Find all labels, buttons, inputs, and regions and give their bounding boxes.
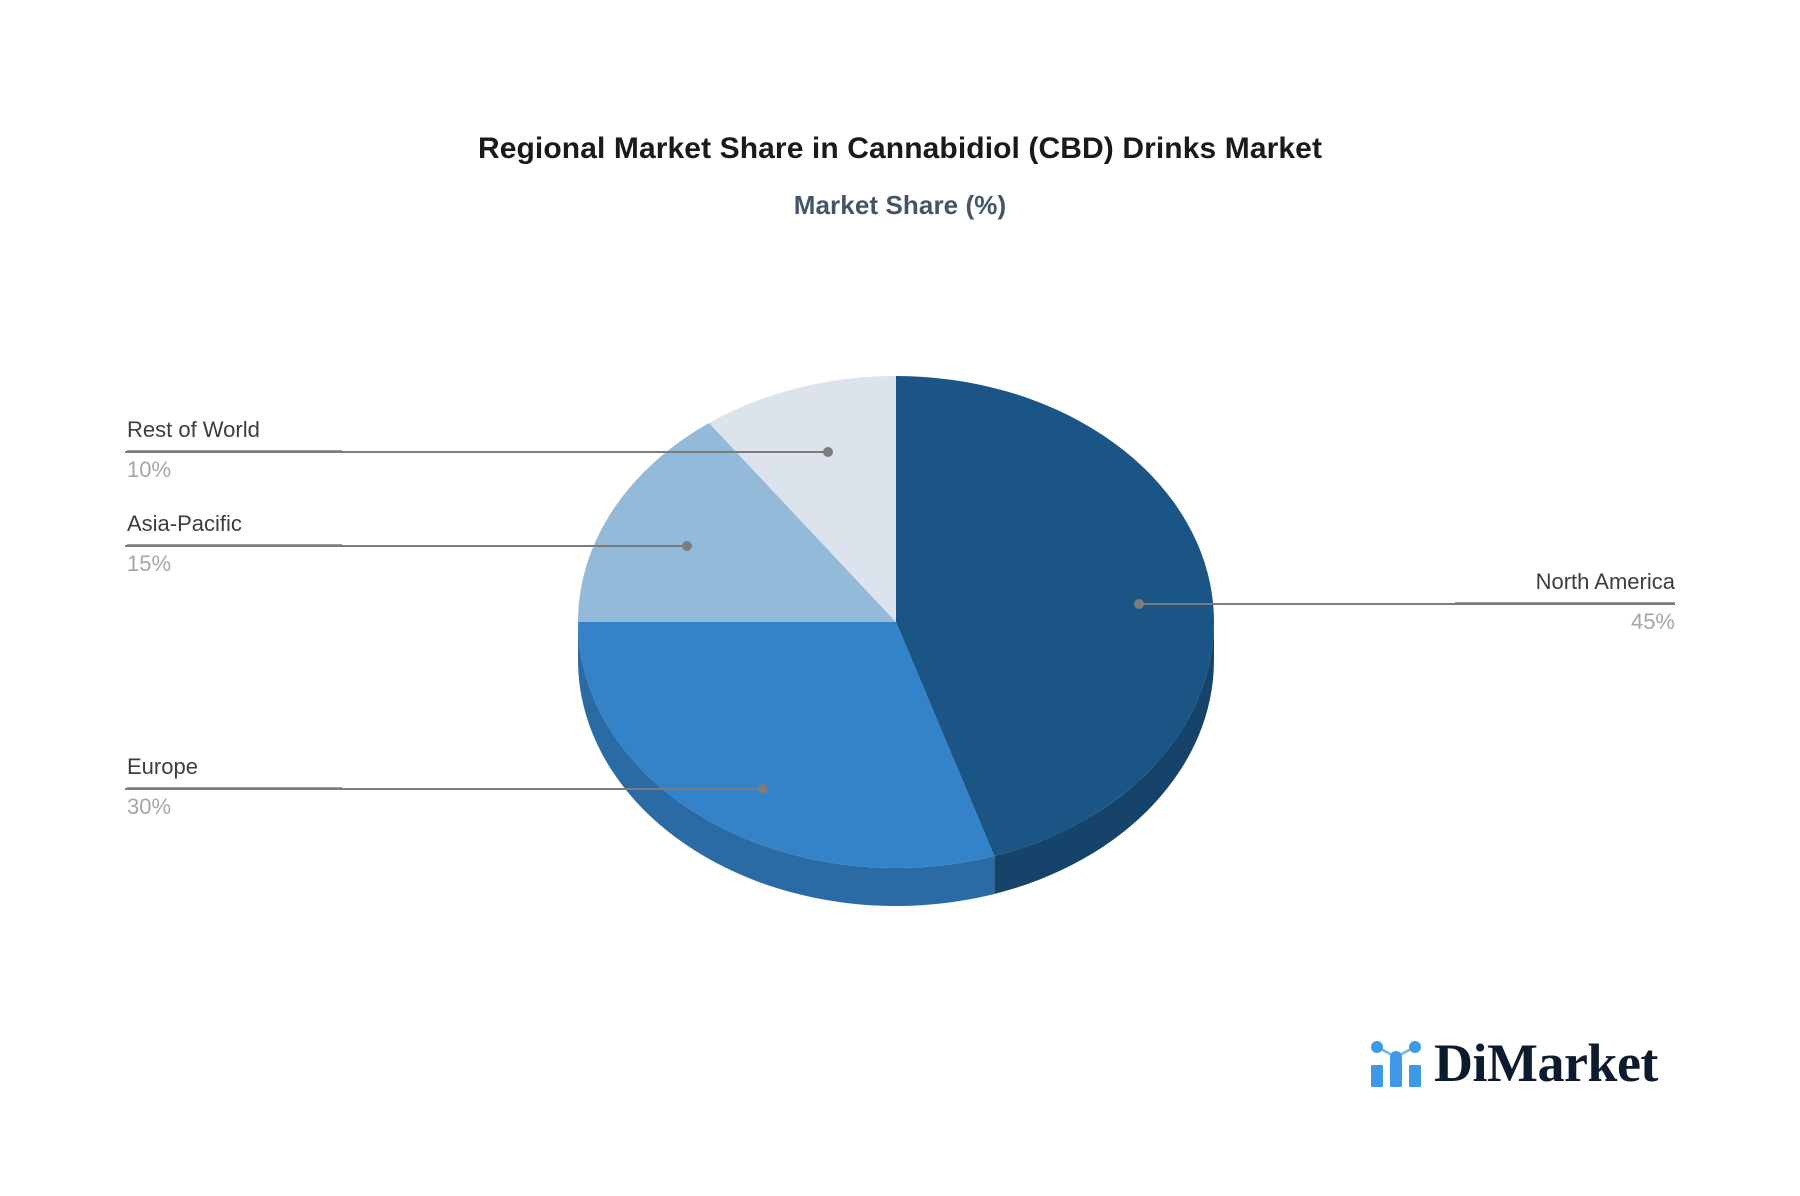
callout-label-rest-of-world: Rest of World [127,417,260,442]
bar-chart-icon [1371,1041,1421,1087]
pie-leader-lines [125,451,1675,790]
callout-europe: Europe 30% [127,752,342,822]
pie-side-north-america [994,622,1214,894]
brand-name: DiMarket [1434,1033,1658,1093]
callout-value-europe: 30% [127,794,172,819]
chart-subtitle: Market Share (%) [793,190,1007,220]
pie-slice-europe [578,622,995,868]
callout-label-europe: Europe [127,754,198,779]
pie-slice-asia-pacific [578,422,896,622]
callout-rule [127,787,342,788]
callout-value-north-america: 45% [1630,609,1675,634]
pie-leader-dots [682,447,1144,794]
pie-3d-base [578,622,1214,906]
leader-dot-asia-pacific [682,541,692,551]
callout-rule [127,544,342,545]
callout-rule [127,450,342,451]
callout-value-rest-of-world: 10% [127,457,172,482]
pie-top-faces [578,376,1214,868]
callout-asia-pacific: Asia-Pacific 15% [127,509,342,579]
brand-logo: DiMarket [1368,1036,1658,1090]
pie-side-europe [578,622,995,906]
callout-label-asia-pacific: Asia-Pacific [127,511,242,536]
callout-rule [1455,602,1675,603]
callout-rest-of-world: Rest of World 10% [127,415,342,485]
chart-title: Regional Market Share in Cannabidiol (CB… [477,132,1323,165]
callout-north-america: North America 45% [1455,567,1675,637]
pie-slice-north-america [896,376,1214,856]
leader-dot-north-america [1134,599,1144,609]
leader-dot-rest-of-world [823,447,833,457]
pie-slice-rest-of-world [709,376,896,622]
callout-value-asia-pacific: 15% [127,551,172,576]
leader-dot-europe [758,784,768,794]
callout-label-north-america: North America [1535,569,1675,594]
